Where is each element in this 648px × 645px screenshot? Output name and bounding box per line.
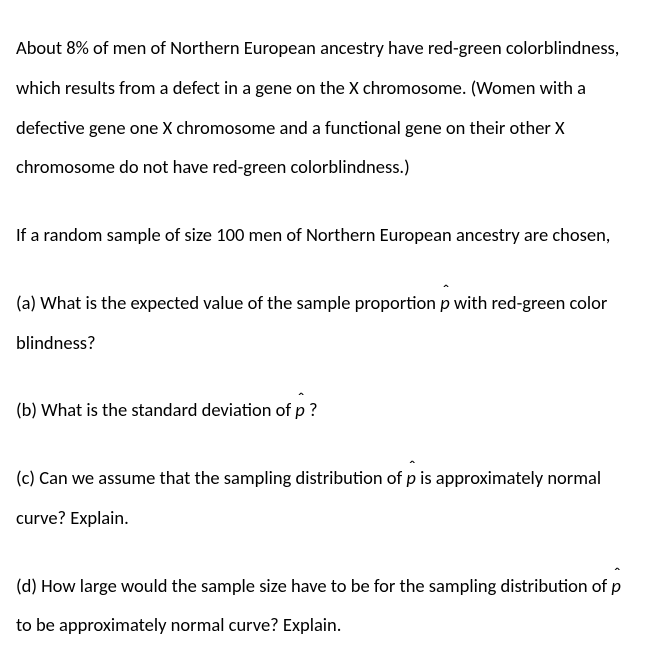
part-b-suffix: ? bbox=[305, 398, 318, 421]
intro-text: About 8% of men of Northern European anc… bbox=[16, 36, 619, 178]
setup-text: If a random sample of size 100 men of No… bbox=[16, 223, 610, 246]
part-a-prefix: (a) What is the expected value of the sa… bbox=[16, 291, 440, 314]
setup-paragraph: If a random sample of size 100 men of No… bbox=[16, 215, 632, 255]
intro-paragraph: About 8% of men of Northern European anc… bbox=[16, 28, 632, 187]
part-d-prefix: (d) How large would the sample size have… bbox=[16, 574, 611, 597]
part-b: (b) What is the standard deviation of p … bbox=[16, 390, 632, 430]
part-a: (a) What is the expected value of the sa… bbox=[16, 283, 632, 363]
part-c: (c) Can we assume that the sampling dist… bbox=[16, 458, 632, 538]
p-hat-symbol: p bbox=[611, 566, 621, 606]
p-hat-symbol: p bbox=[406, 458, 416, 498]
part-c-prefix: (c) Can we assume that the sampling dist… bbox=[16, 466, 406, 489]
part-b-prefix: (b) What is the standard deviation of bbox=[16, 398, 295, 421]
part-d: (d) How large would the sample size have… bbox=[16, 566, 632, 645]
p-hat-symbol: p bbox=[440, 283, 450, 323]
part-d-suffix: to be approximately normal curve? Explai… bbox=[16, 613, 341, 636]
p-hat-symbol: p bbox=[295, 390, 305, 430]
